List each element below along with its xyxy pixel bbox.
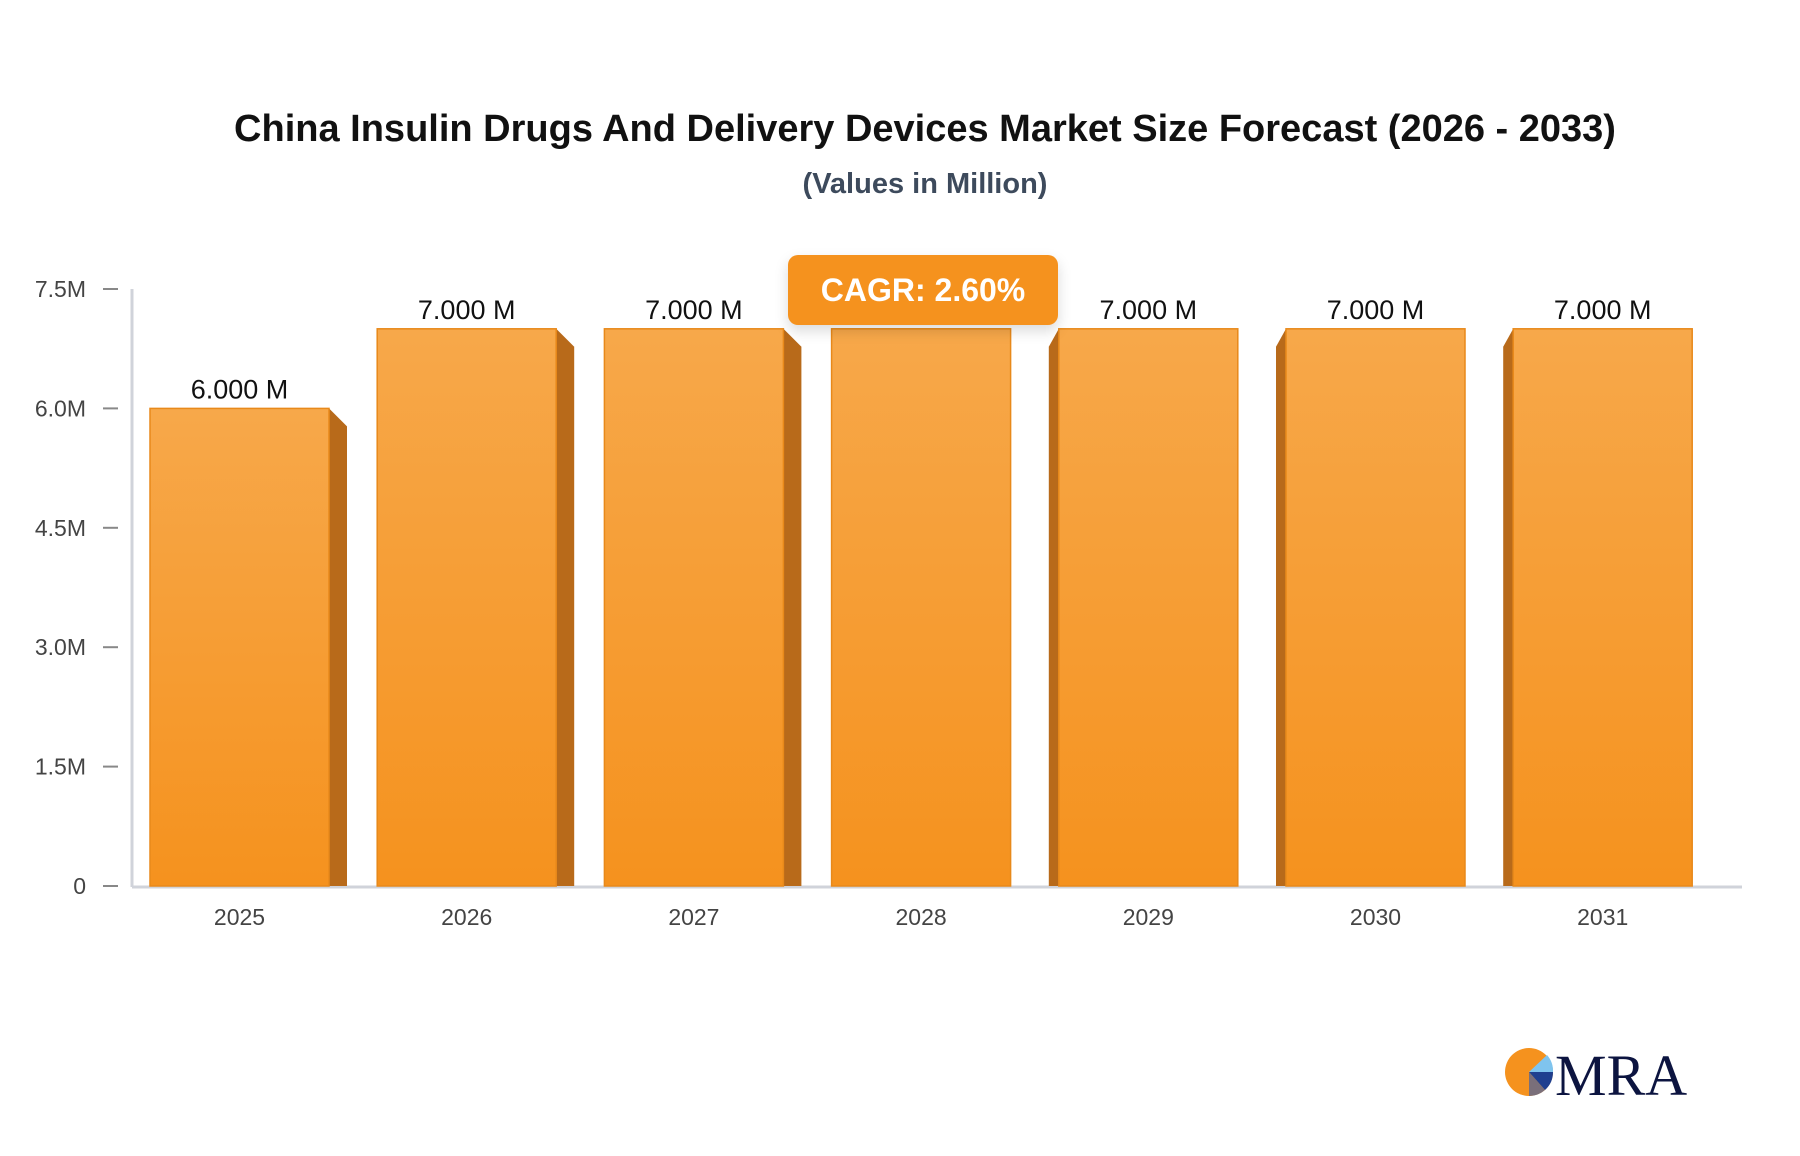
mra-logo: MRA — [1505, 1043, 1687, 1100]
x-tick-label: 2031 — [1577, 904, 1628, 930]
x-tick-label: 2026 — [441, 904, 492, 930]
y-tick-label: 3.0M — [35, 634, 86, 660]
bar — [149, 407, 330, 887]
svg-text:MRA: MRA — [1555, 1043, 1687, 1100]
cagr-badge: CAGR: 2.60% — [788, 255, 1058, 325]
data-label: 7.000 M — [1100, 295, 1198, 325]
bar — [376, 328, 557, 887]
x-tick-label: 2029 — [1123, 904, 1174, 930]
y-tick-label: 0 — [73, 873, 86, 899]
chart-title: China Insulin Drugs And Delivery Devices… — [234, 108, 1616, 150]
x-tick-label: 2028 — [896, 904, 947, 930]
bar-side — [556, 328, 575, 886]
data-label: 7.000 M — [1327, 295, 1425, 325]
x-tick-label: 2030 — [1350, 904, 1401, 930]
bar — [603, 328, 785, 887]
bar-side — [329, 408, 347, 886]
data-label: 7.000 M — [645, 295, 743, 325]
data-label: 7.000 M — [418, 295, 516, 325]
data-label: 7.000 M — [1554, 295, 1652, 325]
bar-side — [1503, 328, 1514, 886]
bar-side — [783, 328, 802, 886]
bar — [1285, 328, 1466, 887]
y-tick-label: 4.5M — [35, 515, 86, 541]
y-tick-label: 6.0M — [35, 395, 86, 421]
bar — [830, 328, 1012, 887]
bar — [1512, 328, 1693, 887]
bar-side — [1276, 328, 1286, 886]
data-label: 6.000 M — [191, 374, 289, 404]
y-tick-label: 1.5M — [35, 754, 86, 780]
bar-side — [1048, 328, 1059, 886]
bar — [1058, 328, 1239, 887]
chart-subtitle: (Values in Million) — [802, 168, 1048, 200]
y-tick-label: 7.5M — [35, 276, 86, 302]
x-tick-label: 2025 — [214, 904, 265, 930]
x-tick-label: 2027 — [668, 904, 719, 930]
